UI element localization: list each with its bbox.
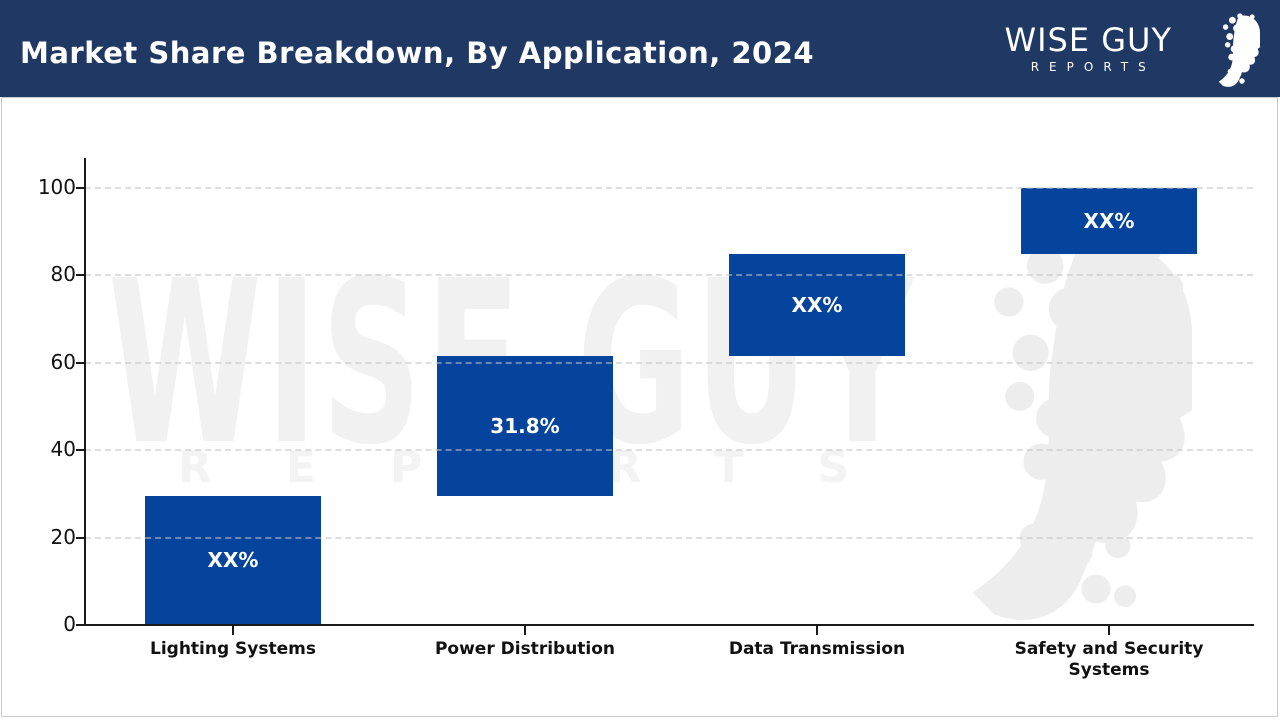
gridline-y-60 [85, 361, 1253, 364]
logo-reports-label: REPORTS [1030, 60, 1156, 74]
bar-lighting-systems: XX% [145, 495, 321, 625]
x-tick-mark-lighting-systems [232, 626, 234, 635]
bar-value-label-lighting-systems: XX% [207, 548, 259, 573]
y-tick-label-80: 80 [50, 262, 76, 286]
page-title: Market Share Breakdown, By Application, … [20, 36, 815, 70]
x-tick-mark-safety-and-security-systems [1108, 626, 1110, 635]
bar-data-transmission: XX% [729, 254, 905, 356]
logo-head-icon [1218, 13, 1260, 87]
category-label-lighting-systems: Lighting Systems [149, 639, 316, 659]
wise-guy-reports-logo: WISE GUY REPORTS [1004, 6, 1268, 92]
y-tick-label-0: 0 [63, 612, 76, 636]
logo-text: WISE GUY REPORTS [1004, 24, 1172, 74]
header-bar: Market Share Breakdown, By Application, … [0, 0, 1280, 97]
category-label-safety-and-security-systems: Safety and Security Systems [1014, 639, 1204, 681]
bar-safety-and-security-systems: XX% [1021, 187, 1197, 254]
y-tick-label-40: 40 [50, 437, 76, 461]
bar-value-label-safety-and-security-systems: XX% [1083, 208, 1135, 233]
y-tick-mark-0 [76, 624, 85, 626]
y-axis-line [84, 158, 86, 626]
bar-value-label-power-distribution: 31.8% [490, 413, 560, 438]
y-tick-mark-100 [76, 186, 85, 189]
bar-power-distribution: 31.8% [437, 356, 613, 496]
y-tick-mark-60 [76, 361, 85, 364]
x-tick-mark-data-transmission [816, 626, 818, 635]
x-axis-line [84, 624, 1254, 626]
y-tick-label-100: 100 [37, 174, 76, 199]
category-label-data-transmission: Data Transmission [728, 639, 906, 659]
gridline-y-40 [85, 449, 1253, 451]
y-tick-mark-20 [76, 536, 85, 539]
y-tick-label-60: 60 [50, 349, 76, 374]
gridline-y-100 [85, 186, 1253, 189]
bar-value-label-data-transmission: XX% [791, 292, 843, 317]
y-tick-mark-80 [76, 274, 85, 276]
gridline-y-80 [85, 274, 1253, 276]
gridline-y-20 [85, 536, 1253, 539]
category-label-power-distribution: Power Distribution [434, 639, 616, 659]
logo-wiseguy-label: WISE GUY [1004, 21, 1172, 59]
y-tick-mark-40 [76, 449, 85, 451]
x-tick-mark-power-distribution [524, 626, 526, 635]
y-tick-label-20: 20 [50, 524, 76, 549]
